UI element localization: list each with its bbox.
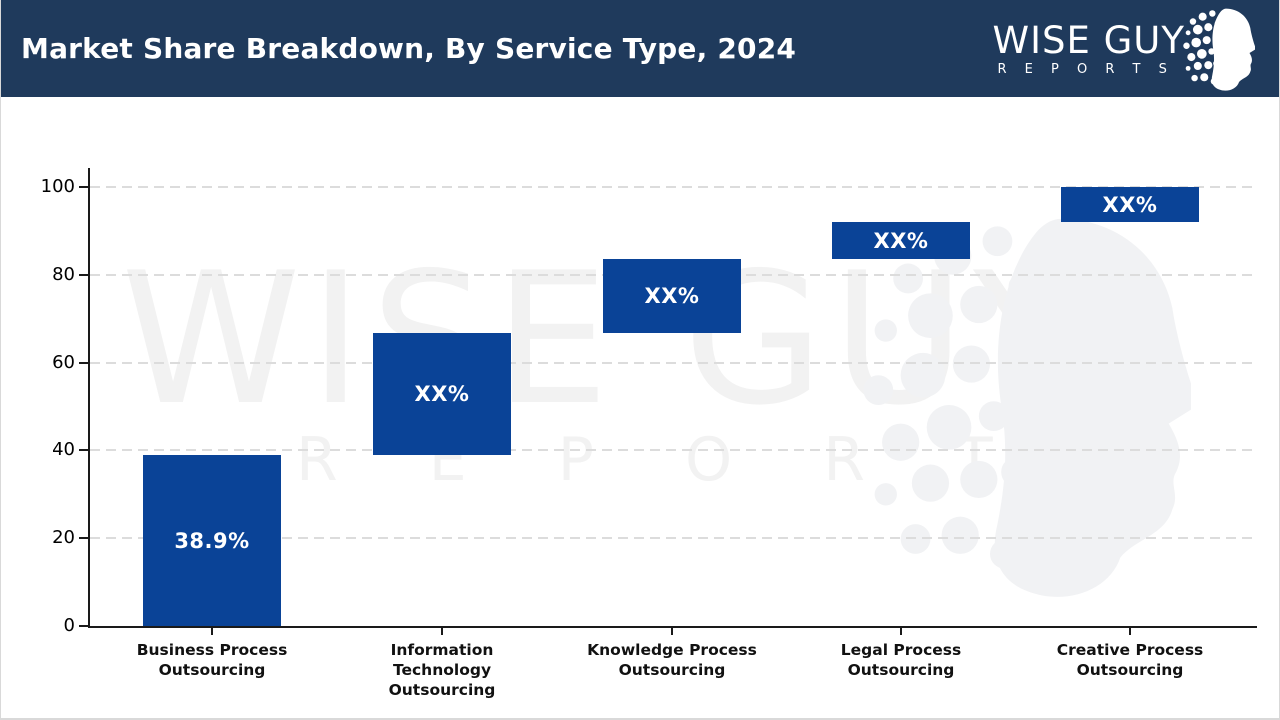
y-tick-label-20: 20 [52,527,75,549]
gridline-40 [90,449,1257,452]
bar-1-segment: 38.9% [143,455,281,626]
x-tick-mark-5 [1129,627,1131,635]
y-tick-label-80: 80 [52,263,75,285]
category-label-2: Information Technology Outsourcing [388,641,496,699]
page-title: Market Share Breakdown, By Service Type,… [21,32,797,65]
bar-5-segment: XX% [1061,187,1199,223]
bar-4-segment: XX% [832,222,970,259]
y-tick-mark-60 [79,361,88,364]
category-label-4: Legal Process Outsourcing [840,641,962,679]
y-tick-mark-0 [79,625,88,627]
bar-value-label: XX% [414,382,470,407]
x-tick-mark-2 [441,627,443,635]
category-label-3: Knowledge Process Outsourcing [587,641,757,679]
gridline-100 [90,186,1257,188]
y-tick-mark-100 [79,186,88,188]
x-axis-line [88,626,1257,628]
logo-text: WISE GUY R E P O R T S [993,22,1185,76]
gridline-20 [90,537,1257,540]
bar-value-label: XX% [1102,192,1158,217]
wiseguy-logo: WISE GUY R E P O R T S [993,7,1255,91]
dotted-head-icon [1183,8,1255,91]
watermark-wordmark: WISE GUY [121,233,1093,445]
bar-value-label: 38.9% [174,528,250,553]
y-tick-mark-80 [79,273,88,276]
x-tick-mark-3 [671,627,673,635]
y-axis-line [88,168,90,628]
category-label-5: Creative Process Outsourcing [1056,641,1204,679]
y-tick-label-60: 60 [52,351,75,373]
bar-value-label: XX% [644,284,700,309]
y-tick-mark-40 [79,449,88,452]
y-tick-label-0: 0 [63,615,75,636]
gridline-60 [90,361,1257,364]
y-tick-label-100: 100 [40,176,75,197]
y-tick-mark-20 [79,537,88,540]
logo-subtext: R E P O R T S [997,61,1174,77]
category-label-1: Business Process Outsourcing [136,641,288,679]
bar-value-label: XX% [873,228,929,253]
watermark-head-icon [863,218,1191,597]
x-tick-mark-4 [900,627,902,635]
logo-wordmark: WISE GUY [992,18,1185,62]
y-tick-label-40: 40 [52,439,75,461]
bar-2-segment: XX% [373,333,511,456]
bar-3-segment: XX% [603,258,741,334]
x-tick-mark-1 [211,627,213,635]
header-bar: Market Share Breakdown, By Service Type,… [1,0,1279,97]
